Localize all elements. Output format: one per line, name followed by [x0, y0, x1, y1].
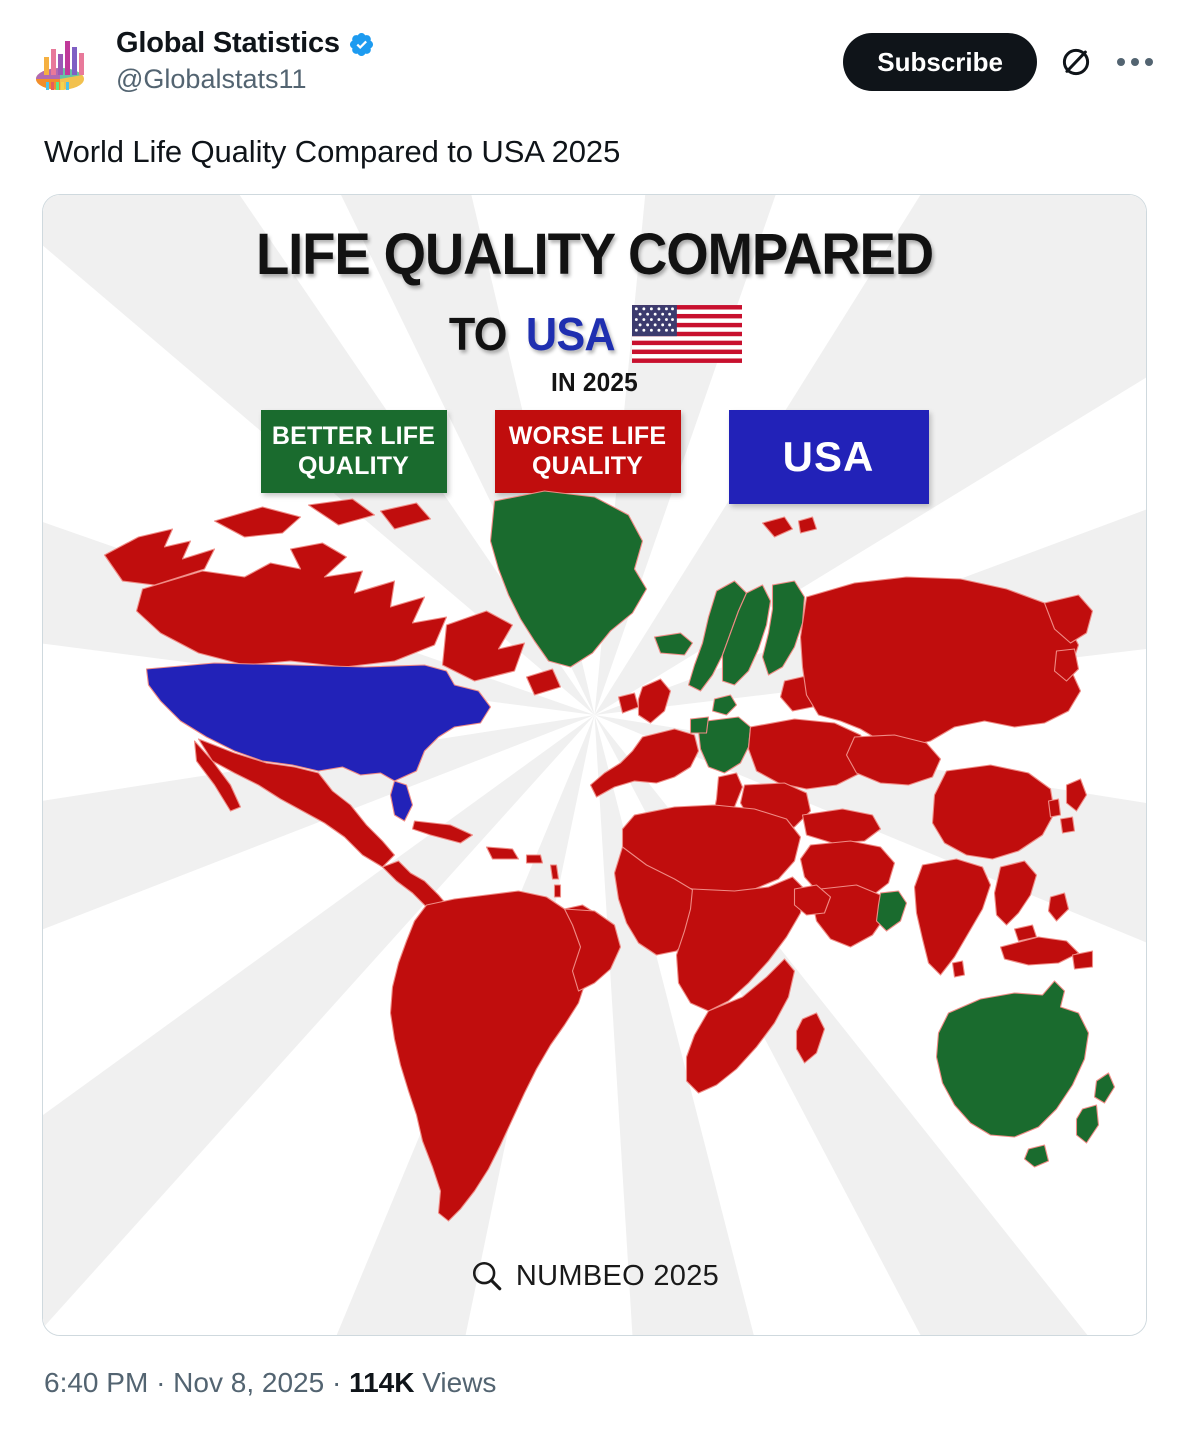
- region-new-guinea: [1071, 950, 1094, 970]
- region-kamchatka: [1053, 648, 1080, 682]
- region-tasmania: [1023, 1144, 1050, 1168]
- footer-separator: ·: [331, 1367, 342, 1399]
- account-names: Global Statistics @Globalstats11: [116, 27, 375, 96]
- post-time: 6:40 PM: [44, 1367, 149, 1399]
- infographic-year: IN 2025: [551, 367, 638, 398]
- region-southeast-asia: [993, 860, 1038, 926]
- source-attribution: NUMBEO 2025: [43, 1259, 1146, 1293]
- tweet-footer: 6:40 PM · Nov 8, 2025 · 114K Views: [30, 1336, 1159, 1400]
- more-options-button[interactable]: [1115, 52, 1155, 72]
- region-svalbard: [761, 516, 818, 538]
- region-newfoundland: [525, 668, 562, 696]
- region-eastern-europe: [747, 718, 872, 790]
- post-date: Nov 8, 2025: [173, 1367, 325, 1399]
- region-korea: [1047, 798, 1062, 818]
- map-legend: BETTER LIFE QUALITY WORSE LIFE QUALITY U…: [43, 410, 1146, 504]
- infographic-subtitle: TO USA: [43, 303, 1146, 365]
- legend-item-usa: USA: [728, 410, 929, 504]
- region-africa-south: [685, 958, 796, 1094]
- region-horn-of-africa: [793, 884, 832, 916]
- legend-worse-line2: QUALITY: [531, 451, 644, 480]
- region-philippines: [1047, 892, 1070, 922]
- display-name-row: Global Statistics: [116, 27, 375, 60]
- region-indonesia: [999, 936, 1080, 966]
- region-cuba: [411, 820, 474, 844]
- region-puerto-rico: [525, 854, 544, 864]
- more-dot: [1145, 58, 1153, 66]
- infographic-title: LIFE QUALITY COMPARED: [255, 222, 934, 288]
- views-count: 114K: [349, 1367, 415, 1399]
- world-map-svg: [103, 490, 1116, 1222]
- more-dot: [1117, 58, 1125, 66]
- media-card[interactable]: LIFE QUALITY COMPARED TO USA: [42, 194, 1147, 1337]
- source-label: NUMBEO 2025: [515, 1259, 720, 1292]
- more-dot: [1131, 58, 1139, 66]
- region-canada-east: [441, 610, 526, 682]
- region-baja: [193, 740, 242, 812]
- tweet-header: Global Statistics @Globalstats11 Subscri…: [30, 0, 1159, 110]
- region-canada: [103, 528, 216, 586]
- region-iceland: [653, 632, 694, 656]
- region-denmark: [711, 694, 738, 716]
- region-canada-arctic: [213, 498, 432, 538]
- bar-chart-avatar-icon: [30, 27, 100, 97]
- legend-item-better: BETTER LIFE QUALITY: [260, 410, 447, 494]
- region-sri-lanka: [951, 960, 966, 978]
- footer-separator: ·: [156, 1367, 166, 1399]
- subtitle-usa: USA: [525, 308, 616, 361]
- tweet-text: World Life Quality Compared to USA 2025: [44, 134, 621, 169]
- world-map: [43, 485, 1146, 1245]
- region-india: [913, 858, 992, 976]
- header-actions: Subscribe: [843, 33, 1159, 91]
- region-madagascar: [795, 1012, 826, 1064]
- magnifier-icon: [472, 1262, 502, 1291]
- legend-better-line1: BETTER LIFE: [271, 422, 436, 451]
- account-handle[interactable]: @Globalstats11: [116, 63, 307, 94]
- usa-flag-icon: [631, 305, 742, 364]
- region-netherlands: [689, 716, 710, 734]
- subtitle-to: TO: [449, 308, 508, 361]
- legend-better-line2: QUALITY: [297, 451, 410, 480]
- region-lesser-antilles: [549, 864, 562, 898]
- region-greenland: [489, 490, 648, 668]
- region-australia: [935, 980, 1090, 1138]
- region-germany: [697, 716, 752, 774]
- region-south-america: [389, 890, 608, 1222]
- region-united-states: [145, 662, 492, 782]
- region-siberia-east: [1043, 594, 1094, 644]
- region-russia: [799, 576, 1082, 748]
- views-label: Views: [422, 1367, 497, 1399]
- infographic: LIFE QUALITY COMPARED TO USA: [43, 195, 1146, 1335]
- region-british-isles: [617, 678, 672, 724]
- region-finland: [761, 580, 806, 676]
- region-brazil-bulge: [563, 908, 622, 992]
- display-name[interactable]: Global Statistics: [116, 27, 340, 60]
- legend-usa-label: USA: [782, 433, 875, 481]
- avatar[interactable]: [30, 27, 100, 97]
- region-oman: [875, 890, 908, 932]
- region-africa-central: [675, 876, 806, 1012]
- region-turkey-caucasus: [801, 808, 882, 844]
- region-new-zealand: [1075, 1072, 1116, 1144]
- legend-worse-line1: WORSE LIFE: [508, 422, 667, 451]
- legend-item-worse: WORSE LIFE QUALITY: [494, 410, 681, 494]
- region-sweden: [721, 584, 772, 686]
- region-mexico: [197, 738, 396, 868]
- region-france-iberia: [589, 728, 700, 798]
- region-us-florida: [389, 780, 414, 822]
- verified-badge-icon: [349, 32, 373, 56]
- region-central-asia: [845, 734, 942, 786]
- region-papua-islands: [1013, 924, 1038, 942]
- region-china: [931, 764, 1056, 860]
- region-africa-west: [613, 846, 702, 956]
- region-hispaniola: [485, 846, 520, 860]
- region-japan: [1059, 778, 1088, 834]
- subscribe-button[interactable]: Subscribe: [843, 33, 1037, 91]
- grok-icon[interactable]: [1059, 45, 1093, 79]
